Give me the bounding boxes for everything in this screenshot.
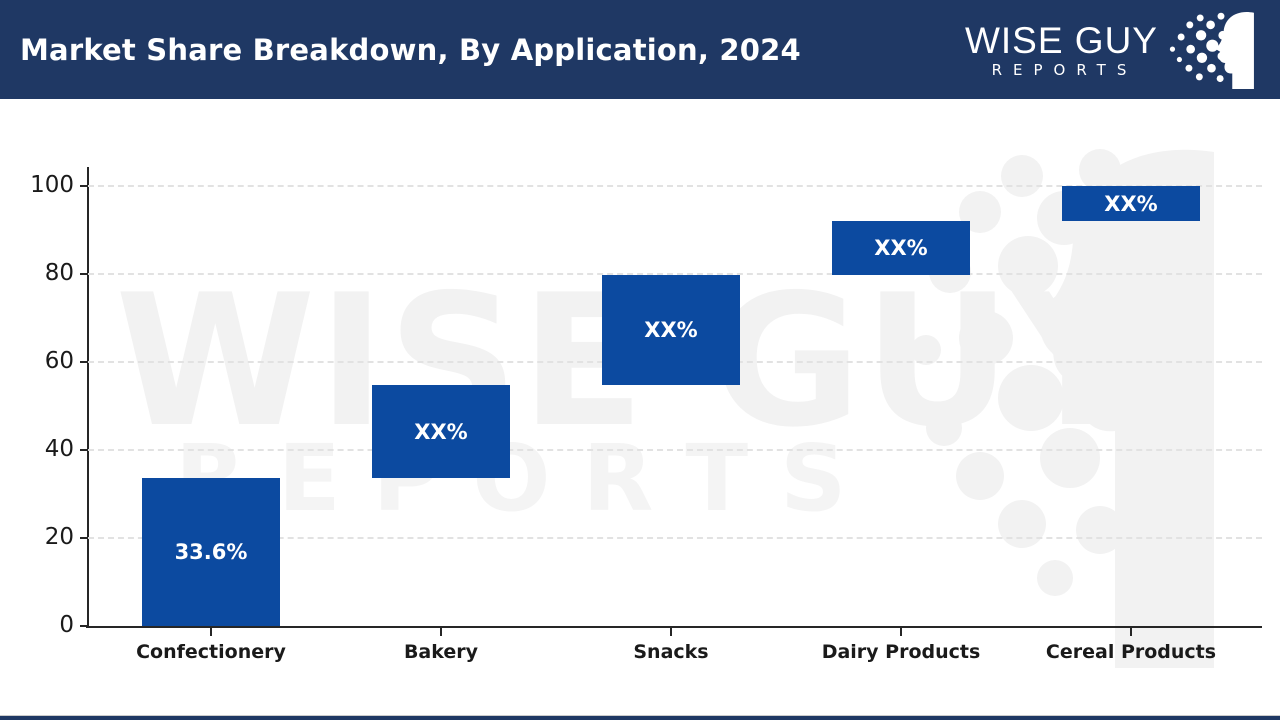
x-tick-label-2: Snacks xyxy=(633,641,709,663)
x-axis-tick-0 xyxy=(210,628,212,636)
y-axis-tick-0 xyxy=(80,625,88,627)
x-tick-label-4: Cereal Products xyxy=(1045,641,1217,663)
watermark-reports: R E P O R T S xyxy=(175,425,847,532)
x-axis xyxy=(86,626,1262,628)
y-axis-tick-40 xyxy=(80,449,88,451)
x-axis-tick-4 xyxy=(1130,628,1132,636)
bar-confectionery: 33.6% xyxy=(142,478,280,626)
gridline-40 xyxy=(88,449,1262,451)
x-axis-tick-2 xyxy=(670,628,672,636)
bar-snacks: XX% xyxy=(602,274,740,386)
y-tick-label-80: 80 xyxy=(44,260,74,286)
bar-dairy-products: XX% xyxy=(832,221,970,275)
x-axis-tick-3 xyxy=(900,628,902,636)
x-axis-tick-1 xyxy=(440,628,442,636)
y-axis-tick-20 xyxy=(80,537,88,539)
x-tick-label-1: Bakery xyxy=(403,641,479,663)
y-axis-tick-60 xyxy=(80,361,88,363)
bottom-hairline xyxy=(0,715,1280,716)
bar-bakery: XX% xyxy=(372,385,510,479)
header: Market Share Breakdown, By Application, … xyxy=(0,0,1280,99)
x-tick-label-3: Dairy Products xyxy=(821,641,981,663)
y-axis-tick-80 xyxy=(80,273,88,275)
bar-value-label: XX% xyxy=(874,236,928,261)
page-title: Market Share Breakdown, By Application, … xyxy=(20,32,801,67)
y-tick-label-0: 0 xyxy=(59,612,74,638)
y-tick-label-100: 100 xyxy=(30,172,74,198)
logo-line1: WISE GUY xyxy=(964,19,1158,61)
y-axis-tick-100 xyxy=(80,185,88,187)
footer-bar xyxy=(0,716,1280,720)
gridline-80 xyxy=(88,273,1262,275)
gridline-100 xyxy=(88,185,1262,187)
y-tick-label-60: 60 xyxy=(44,348,74,374)
logo-line2: REPORTS xyxy=(991,60,1138,79)
wise-guy-logo: WISE GUY REPORTS xyxy=(965,11,1256,89)
bar-value-label: XX% xyxy=(644,318,698,343)
bar-value-label: 33.6% xyxy=(174,540,248,565)
logo-wordmark: WISE GUY REPORTS xyxy=(965,22,1158,78)
y-axis xyxy=(87,167,89,628)
bar-cereal-products: XX% xyxy=(1062,186,1200,222)
bar-value-label: XX% xyxy=(1104,191,1158,216)
x-tick-label-0: Confectionery xyxy=(136,641,286,663)
plot-area: 0 20 40 60 80 100 33.6% Confectionery XX% Bakery X… xyxy=(0,99,1280,712)
logo-head-icon xyxy=(1169,11,1254,89)
bar-value-label: XX% xyxy=(414,419,468,444)
y-tick-label-20: 20 xyxy=(44,524,74,550)
y-tick-label-40: 40 xyxy=(44,436,74,462)
gridline-20 xyxy=(88,537,1262,539)
